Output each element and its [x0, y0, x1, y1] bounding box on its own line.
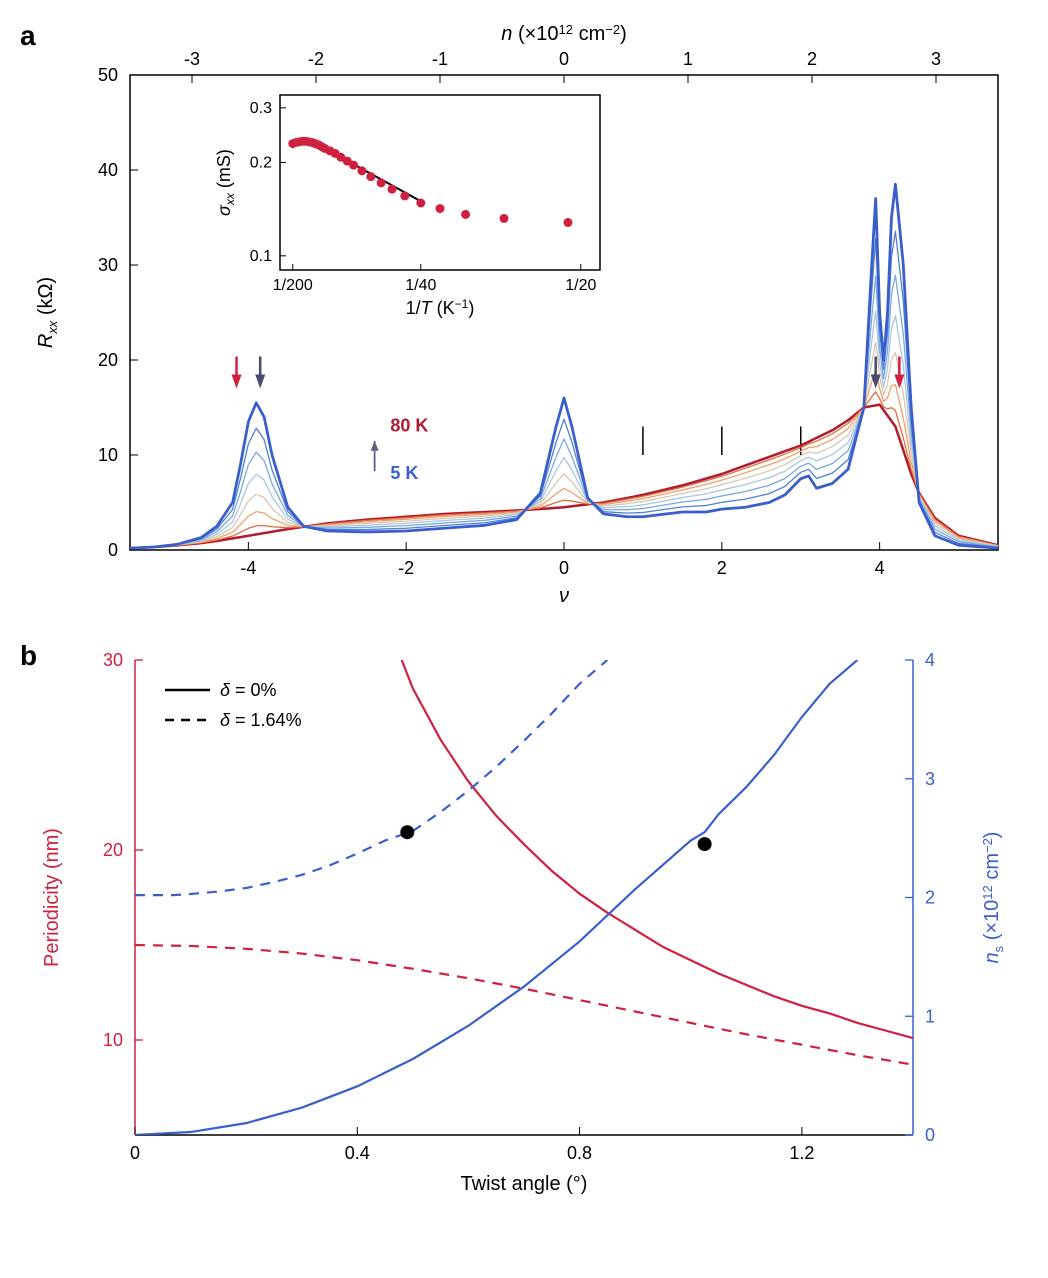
svg-text:1/20: 1/20: [565, 277, 596, 294]
svg-text:0.8: 0.8: [567, 1143, 592, 1163]
svg-text:0.2: 0.2: [250, 154, 272, 171]
panel-b-label: b: [20, 640, 37, 672]
svg-text:50: 50: [98, 65, 118, 85]
svg-text:0: 0: [108, 540, 118, 560]
svg-text:10: 10: [103, 1030, 123, 1050]
svg-text:1/40: 1/40: [405, 277, 436, 294]
svg-text:0.3: 0.3: [250, 100, 272, 117]
svg-text:1/200: 1/200: [273, 277, 313, 294]
svg-text:80 K: 80 K: [390, 415, 428, 435]
svg-text:0.1: 0.1: [250, 248, 272, 265]
svg-text:5 K: 5 K: [390, 463, 418, 483]
svg-text:σxx (mS): σxx (mS): [214, 149, 237, 216]
svg-text:-4: -4: [240, 558, 256, 578]
svg-text:n (×1012 cm−2): n (×1012 cm−2): [501, 22, 626, 45]
svg-text:-3: -3: [184, 49, 200, 69]
svg-text:20: 20: [98, 350, 118, 370]
panel-a-chart: -4-2024-3-2-1012301020304050νn (×1012 cm…: [20, 20, 1028, 610]
svg-text:Rxx (kΩ): Rxx (kΩ): [35, 277, 60, 348]
panel-a: a -4-2024-3-2-1012301020304050νn (×1012 …: [20, 20, 1028, 610]
svg-text:3: 3: [925, 769, 935, 789]
svg-text:1: 1: [683, 49, 693, 69]
panel-b: b 0 0.4 0.8 1.2 10 20 30 0 1 2 3 4 Twist angle (°) Pe…: [20, 640, 1028, 1200]
svg-text:2: 2: [717, 558, 727, 578]
svg-text:-1: -1: [432, 49, 448, 69]
svg-text:Twist angle (°): Twist angle (°): [461, 1173, 588, 1195]
svg-text:0: 0: [925, 1125, 935, 1145]
svg-text:δ = 0%: δ = 0%: [220, 680, 277, 700]
svg-text:4: 4: [875, 558, 885, 578]
svg-text:ns (×1012 cm−2): ns (×1012 cm−2): [980, 832, 1006, 964]
svg-text:δ = 1.64%: δ = 1.64%: [220, 710, 302, 730]
panel-a-label: a: [20, 20, 36, 52]
svg-text:Periodicity (nm): Periodicity (nm): [41, 828, 63, 967]
svg-text:30: 30: [98, 255, 118, 275]
svg-text:4: 4: [925, 650, 935, 670]
svg-text:2: 2: [807, 49, 817, 69]
svg-text:0: 0: [559, 49, 569, 69]
svg-text:3: 3: [931, 49, 941, 69]
svg-text:1: 1: [925, 1006, 935, 1026]
svg-text:20: 20: [103, 840, 123, 860]
svg-text:-2: -2: [308, 49, 324, 69]
svg-text:ν: ν: [559, 585, 569, 607]
svg-text:40: 40: [98, 160, 118, 180]
svg-text:10: 10: [98, 445, 118, 465]
panel-b-chart: 0 0.4 0.8 1.2 10 20 30 0 1 2 3 4 Twist angle (°) Peri…: [20, 640, 1028, 1200]
svg-text:1/T (K−1): 1/T (K−1): [406, 297, 475, 318]
svg-text:0.4: 0.4: [345, 1143, 370, 1163]
svg-text:2: 2: [925, 888, 935, 908]
svg-text:30: 30: [103, 650, 123, 670]
svg-text:-2: -2: [398, 558, 414, 578]
svg-text:1.2: 1.2: [789, 1143, 814, 1163]
svg-text:0: 0: [130, 1143, 140, 1163]
svg-text:0: 0: [559, 558, 569, 578]
